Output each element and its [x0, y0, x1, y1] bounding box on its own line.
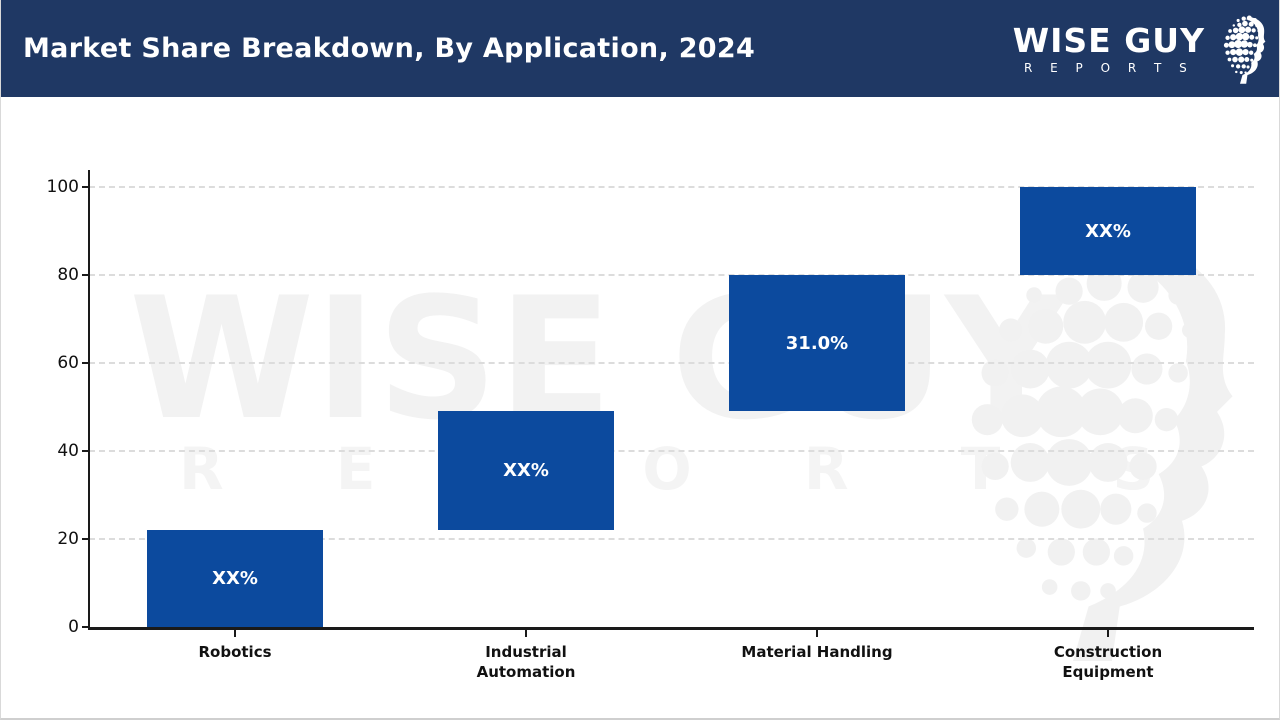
x-category-label: Construction Equipment — [1053, 643, 1163, 682]
y-tick-label: 20 — [57, 529, 79, 549]
gridline — [89, 274, 1254, 276]
brand-text: WISE GUY R E P O R T S — [1012, 21, 1205, 75]
y-axis-line — [88, 170, 90, 629]
bar-value-label: XX% — [503, 460, 549, 481]
bar-robotics: XX% — [147, 530, 323, 627]
y-tick-mark — [82, 626, 89, 628]
y-tick-mark — [82, 362, 89, 364]
x-category-label: Industrial Automation — [476, 643, 576, 682]
brand-head-icon — [1223, 15, 1266, 84]
bar-material-handling: 31.0% — [729, 275, 905, 411]
y-tick-label: 60 — [57, 353, 79, 373]
gridline — [89, 186, 1254, 188]
bar-construction-equipment: XX% — [1020, 187, 1196, 275]
bar-industrial-automation: XX% — [438, 411, 614, 530]
bar-value-label: 31.0% — [785, 332, 849, 354]
bar-value-label: XX% — [1085, 220, 1131, 242]
x-tick-mark — [525, 630, 527, 637]
y-tick-mark — [82, 186, 89, 188]
y-tick-label: 80 — [57, 265, 79, 285]
y-tick-mark — [82, 274, 89, 276]
gridline — [89, 538, 1254, 540]
brand-name: WISE GUY — [1012, 21, 1205, 61]
gridline — [89, 450, 1254, 452]
bar-value-label: XX% — [212, 568, 258, 589]
page-title: Market Share Breakdown, By Application, … — [23, 33, 756, 64]
y-tick-label: 40 — [57, 441, 79, 461]
y-tick-label: 0 — [68, 617, 79, 637]
chart-canvas: WISE GUY R E P O R T S 0 20 40 60 80 100 XX% Ro… — [1, 97, 1279, 718]
y-tick-label: 100 — [46, 177, 79, 197]
y-tick-mark — [82, 450, 89, 452]
x-category-label: Robotics — [198, 643, 272, 661]
x-category-label: Material Handling — [741, 643, 893, 661]
y-tick-mark — [82, 538, 89, 540]
brand-logo: WISE GUY R E P O R T S — [1013, 4, 1271, 94]
x-tick-mark — [234, 630, 236, 637]
x-tick-mark — [816, 630, 818, 637]
x-tick-mark — [1107, 630, 1109, 637]
brand-tagline: R E P O R T S — [1023, 60, 1194, 75]
x-axis-line — [88, 627, 1254, 630]
header-bar: Market Share Breakdown, By Application, … — [1, 0, 1279, 97]
gridline — [89, 362, 1254, 364]
